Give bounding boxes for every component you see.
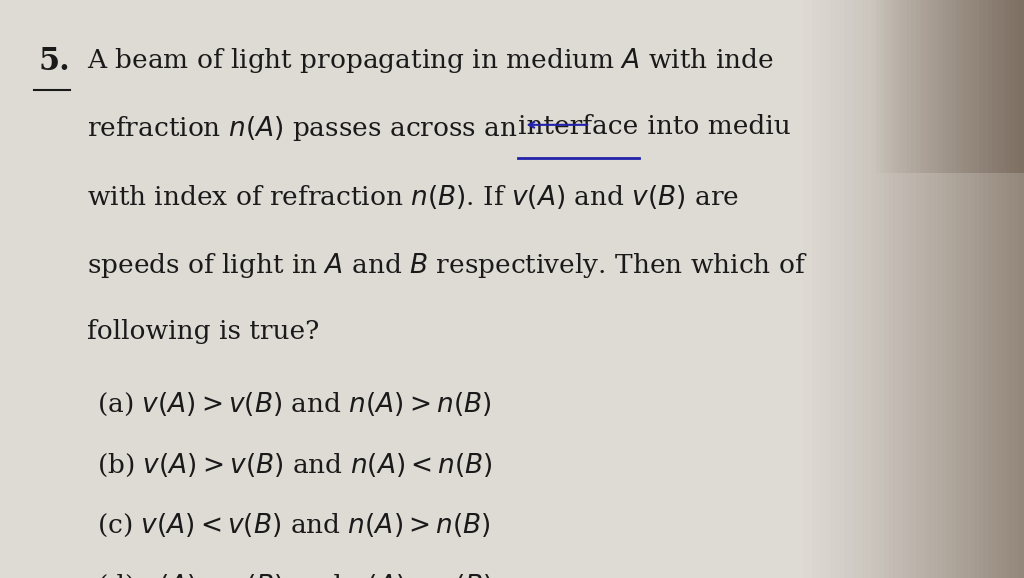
- Bar: [925, 0, 930, 578]
- Bar: [992, 0, 997, 578]
- Bar: [880, 0, 885, 578]
- Bar: [978, 0, 983, 173]
- Bar: [973, 0, 978, 173]
- Bar: [898, 0, 902, 578]
- Bar: [911, 0, 916, 173]
- Bar: [947, 0, 952, 173]
- Bar: [862, 0, 866, 578]
- Text: interface: interface: [518, 114, 639, 139]
- Bar: [942, 0, 947, 173]
- Text: (c) $v(A) < v(B)$ and $n(A) > n(B)$: (c) $v(A) < v(B)$ and $n(A) > n(B)$: [97, 512, 492, 539]
- Bar: [889, 0, 893, 578]
- Bar: [896, 0, 901, 173]
- Bar: [870, 0, 876, 173]
- Bar: [844, 0, 848, 578]
- Bar: [983, 0, 988, 578]
- Bar: [1015, 0, 1020, 578]
- Text: 5.: 5.: [39, 46, 71, 77]
- Text: with index of refraction $n(B)$. If $v(A)$ and $v(B)$ are: with index of refraction $n(B)$. If $v(A…: [87, 183, 739, 210]
- Text: speeds of light in $A$ and $B$ respectively. Then which of: speeds of light in $A$ and $B$ respectiv…: [87, 251, 808, 280]
- Bar: [825, 0, 830, 578]
- Bar: [885, 0, 889, 578]
- Bar: [1004, 0, 1009, 173]
- Bar: [907, 0, 911, 578]
- Bar: [956, 0, 961, 578]
- Text: following is true?: following is true?: [87, 319, 319, 344]
- Text: A beam of light propagating in medium $A$ with inde: A beam of light propagating in medium $A…: [87, 46, 774, 75]
- Bar: [848, 0, 853, 578]
- Bar: [968, 0, 973, 173]
- Bar: [821, 0, 825, 578]
- Bar: [997, 0, 1001, 578]
- Bar: [1009, 0, 1014, 173]
- Bar: [881, 0, 886, 173]
- Bar: [901, 0, 906, 173]
- Bar: [961, 0, 966, 578]
- Bar: [1020, 0, 1024, 578]
- Bar: [988, 0, 993, 173]
- Bar: [979, 0, 983, 578]
- Bar: [930, 0, 934, 578]
- Bar: [812, 0, 817, 578]
- Bar: [916, 0, 922, 173]
- Bar: [1006, 0, 1011, 578]
- Bar: [993, 0, 998, 173]
- Bar: [983, 0, 988, 173]
- Bar: [937, 0, 942, 173]
- Bar: [906, 0, 911, 173]
- Bar: [934, 0, 938, 578]
- Bar: [947, 0, 952, 578]
- Bar: [830, 0, 835, 578]
- Bar: [891, 0, 896, 173]
- Bar: [1019, 0, 1024, 173]
- Bar: [1011, 0, 1015, 578]
- Bar: [970, 0, 975, 578]
- Bar: [957, 0, 963, 173]
- Bar: [866, 0, 870, 578]
- Bar: [975, 0, 979, 578]
- Bar: [966, 0, 970, 578]
- Bar: [799, 0, 803, 578]
- Bar: [988, 0, 992, 578]
- Bar: [893, 0, 898, 578]
- Bar: [870, 0, 876, 578]
- Text: (d) $v(A) < v(B)$ and $n(A) < n(B)$: (d) $v(A) < v(B)$ and $n(A) < n(B)$: [97, 573, 494, 578]
- Bar: [1001, 0, 1006, 578]
- Bar: [803, 0, 808, 578]
- Bar: [998, 0, 1004, 173]
- Bar: [922, 0, 927, 173]
- Bar: [817, 0, 821, 578]
- Bar: [927, 0, 932, 173]
- Text: (a) $v(A) > v(B)$ and $n(A) > n(B)$: (a) $v(A) > v(B)$ and $n(A) > n(B)$: [97, 391, 493, 418]
- Bar: [876, 0, 881, 173]
- Bar: [932, 0, 937, 173]
- Bar: [835, 0, 840, 578]
- Bar: [808, 0, 812, 578]
- Bar: [943, 0, 947, 578]
- Bar: [915, 0, 921, 578]
- Bar: [952, 0, 956, 578]
- Bar: [857, 0, 862, 578]
- Bar: [921, 0, 925, 578]
- Bar: [902, 0, 907, 578]
- Bar: [1014, 0, 1019, 173]
- Bar: [876, 0, 880, 578]
- Bar: [886, 0, 891, 173]
- Text: into mediu: into mediu: [639, 114, 791, 139]
- Bar: [840, 0, 844, 578]
- Bar: [963, 0, 968, 173]
- Bar: [853, 0, 857, 578]
- Bar: [952, 0, 957, 173]
- Bar: [938, 0, 943, 578]
- Bar: [911, 0, 915, 578]
- Text: (b) $v(A) > v(B)$ and $n(A) < n(B)$: (b) $v(A) > v(B)$ and $n(A) < n(B)$: [97, 451, 494, 479]
- Text: refraction $n(A)$ passes across an: refraction $n(A)$ passes across an: [87, 114, 518, 143]
